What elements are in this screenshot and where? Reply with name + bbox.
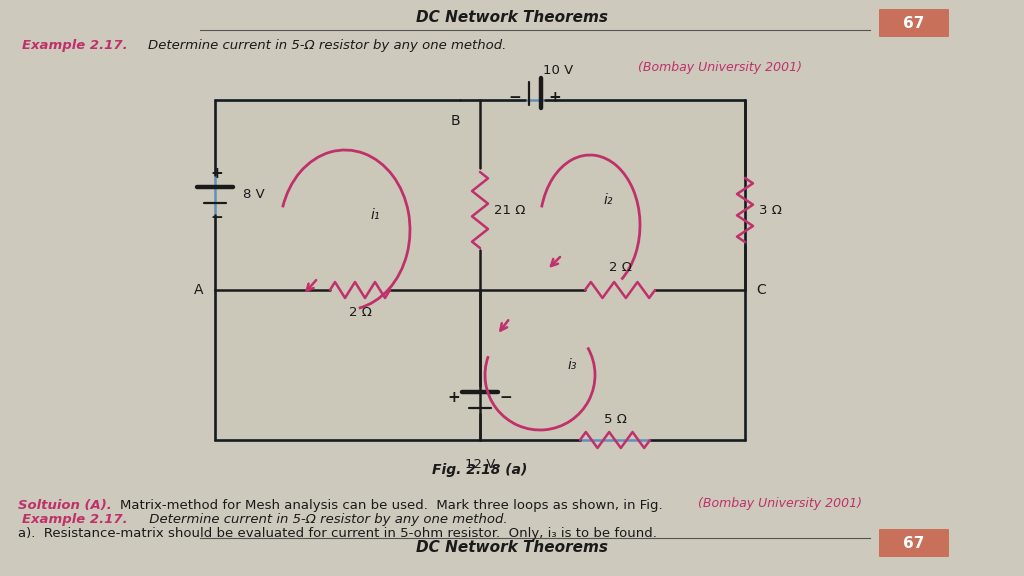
FancyBboxPatch shape	[879, 9, 949, 37]
Text: −: −	[500, 391, 512, 406]
Text: i₃: i₃	[567, 358, 577, 372]
Text: C: C	[756, 283, 766, 297]
Text: +: +	[447, 391, 461, 406]
Text: A: A	[195, 283, 204, 297]
Text: i₂: i₂	[603, 193, 612, 207]
Text: 2 Ω: 2 Ω	[348, 306, 372, 319]
Text: Matrix-method for Mesh analysis can be used.  Mark three loops as shown, in Fig.: Matrix-method for Mesh analysis can be u…	[120, 499, 663, 513]
Text: −: −	[211, 210, 223, 225]
Text: 2 Ω: 2 Ω	[608, 261, 632, 274]
Text: +: +	[549, 89, 561, 104]
Text: Determine current in 5-Ω resistor by any one method.: Determine current in 5-Ω resistor by any…	[145, 513, 508, 526]
Text: DC Network Theorems: DC Network Theorems	[416, 10, 608, 25]
Text: 12 V: 12 V	[465, 458, 496, 471]
Text: 3 Ω: 3 Ω	[759, 203, 782, 217]
Text: +: +	[211, 165, 223, 180]
Text: a).  Resistance-matrix should be evaluated for current in 5-ohm resistor.  Only,: a). Resistance-matrix should be evaluate…	[18, 528, 656, 540]
Text: Soltuion (A).: Soltuion (A).	[18, 499, 112, 513]
Text: −: −	[509, 89, 521, 104]
Text: 67: 67	[903, 536, 925, 551]
Text: 8 V: 8 V	[243, 188, 265, 202]
Text: Determine current in 5-Ω resistor by any one method.: Determine current in 5-Ω resistor by any…	[148, 39, 507, 51]
Text: (Bombay University 2001): (Bombay University 2001)	[698, 497, 862, 510]
Text: i₁: i₁	[371, 208, 380, 222]
Bar	[215, 100, 745, 440]
Text: 10 V: 10 V	[543, 63, 573, 77]
Text: (Bombay University 2001): (Bombay University 2001)	[638, 62, 802, 74]
Text: B: B	[451, 114, 460, 128]
Text: Fig. 2.18 (a): Fig. 2.18 (a)	[432, 463, 527, 477]
Text: Example 2.17.: Example 2.17.	[22, 513, 128, 526]
FancyBboxPatch shape	[879, 529, 949, 557]
Text: DC Network Theorems: DC Network Theorems	[416, 540, 608, 555]
Text: 21 Ω: 21 Ω	[494, 203, 525, 217]
Text: 5 Ω: 5 Ω	[603, 413, 627, 426]
Text: Example 2.17.: Example 2.17.	[22, 39, 128, 51]
Text: 67: 67	[903, 16, 925, 31]
